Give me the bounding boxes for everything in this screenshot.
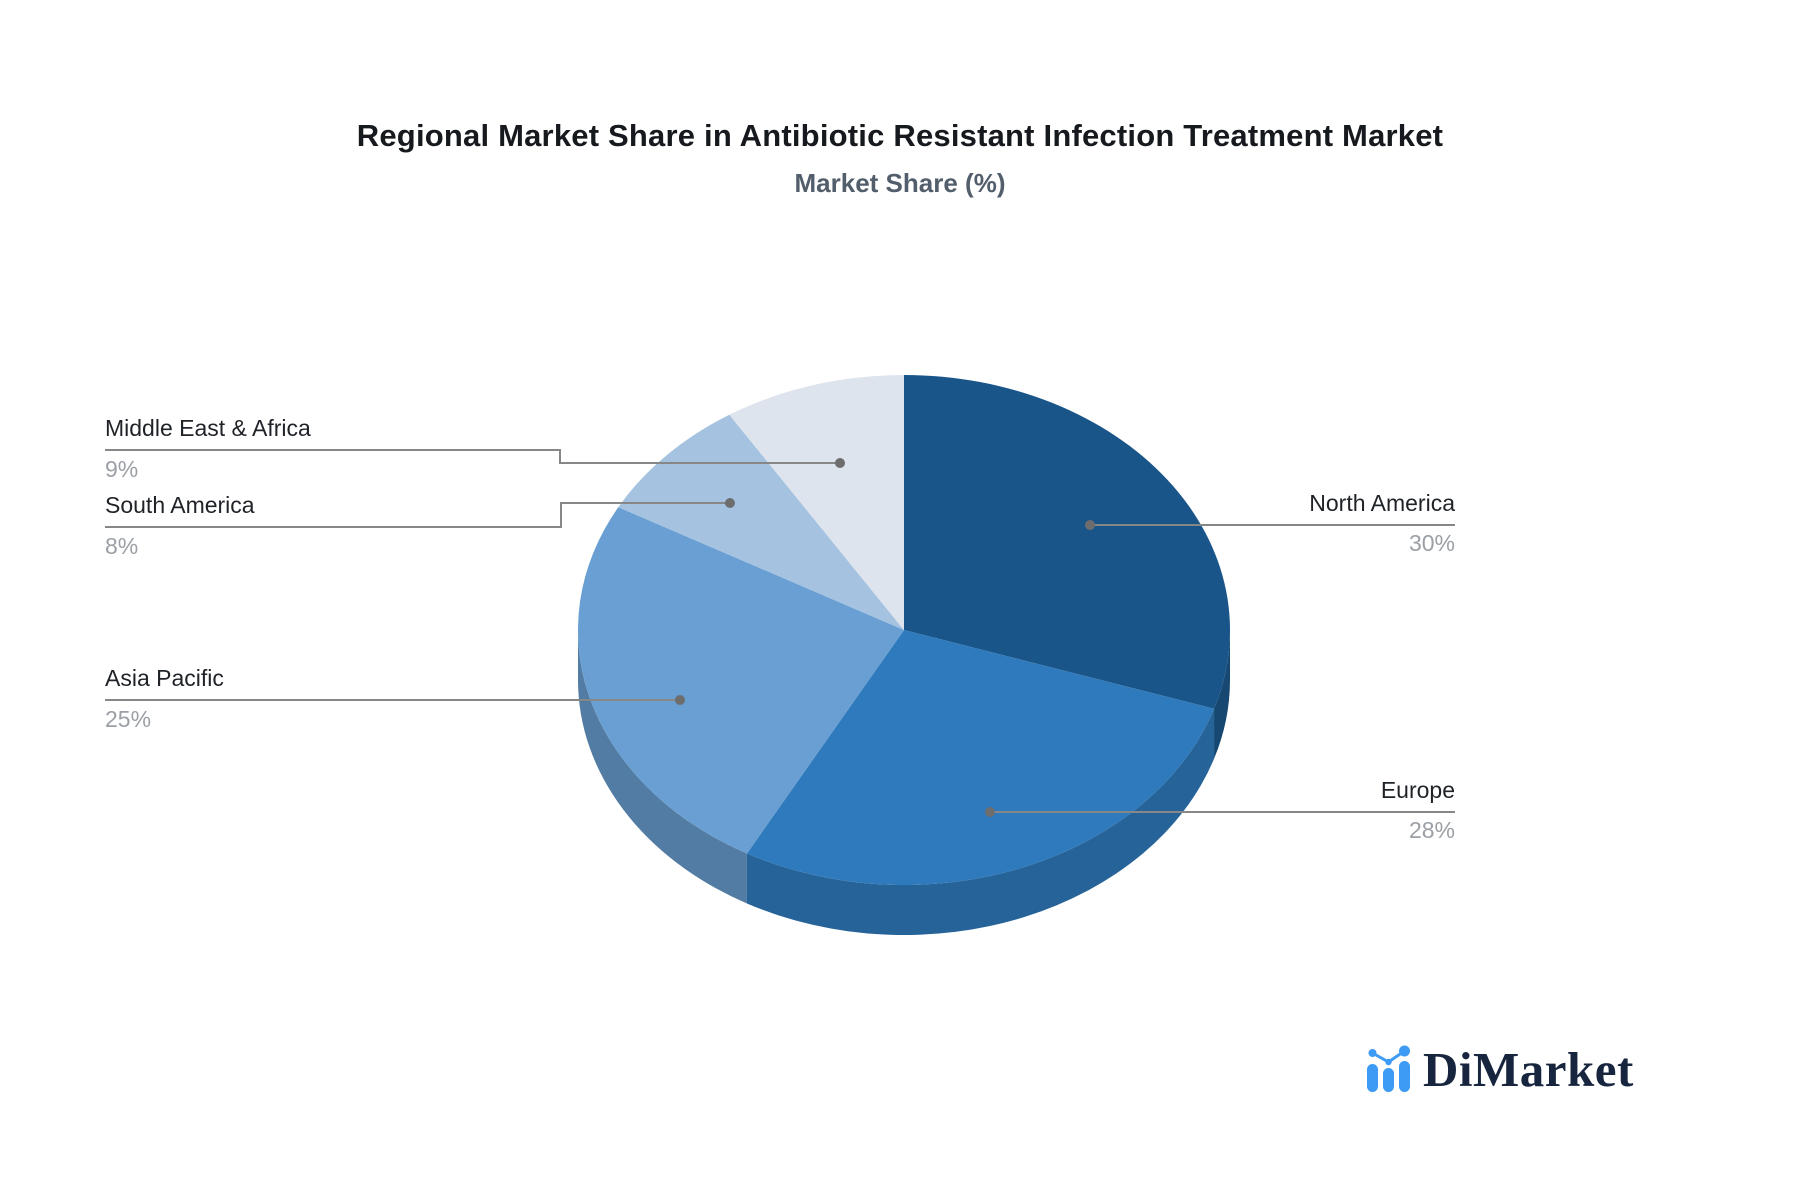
slice-label-asia-pacific: Asia Pacific 25% xyxy=(105,667,224,731)
slice-value: 30% xyxy=(1408,530,1455,556)
slice-value: 8% xyxy=(105,533,139,559)
brand-name: DiMarket xyxy=(1423,1042,1634,1097)
chart-subtitle: Market Share (%) xyxy=(794,168,1006,198)
leader-dot-south-america xyxy=(725,498,735,508)
slice-name: Asia Pacific xyxy=(105,665,224,691)
slice-value: 28% xyxy=(1408,817,1455,843)
chart-title: Regional Market Share in Antibiotic Resi… xyxy=(356,118,1444,153)
pie-slice-middle-east-africa[interactable] xyxy=(729,375,904,630)
slice-name: South America xyxy=(105,492,255,518)
leader-dot-asia-pacific xyxy=(675,695,685,705)
slice-name: Middle East & Africa xyxy=(105,415,311,441)
slice-label-middle-east-africa: Middle East & Africa 9% xyxy=(105,417,311,481)
brand-logo: DiMarket xyxy=(1362,1036,1634,1097)
slice-label-europe: Europe 28% xyxy=(1381,779,1455,842)
leader-line-south-america xyxy=(105,502,730,528)
pie-slice-asia-pacific[interactable] xyxy=(577,507,904,854)
leader-line-middle-east-africa xyxy=(105,449,840,464)
leader-dot-europe xyxy=(985,807,995,817)
slice-name: Europe xyxy=(1380,777,1455,803)
slice-label-south-america: South America 8% xyxy=(105,494,255,558)
leader-dot-north-america xyxy=(1085,520,1095,530)
pie-slice-side-europe xyxy=(746,708,1215,935)
bar-chart-trend-icon xyxy=(1367,1045,1410,1092)
slice-name: North America xyxy=(1309,490,1455,516)
leader-dot-middle-east-africa xyxy=(835,458,845,468)
pie-slice-europe[interactable] xyxy=(746,630,1215,885)
slice-label-north-america: North America 30% xyxy=(1309,492,1455,555)
slice-value: 9% xyxy=(105,456,139,482)
pie-slice-south-america[interactable] xyxy=(618,414,904,630)
slice-value: 25% xyxy=(105,706,152,732)
pie-slice-side-asia-pacific xyxy=(578,630,747,904)
pie-slice-side-north-america xyxy=(1214,630,1230,759)
pie-slice-north-america[interactable] xyxy=(904,375,1230,709)
